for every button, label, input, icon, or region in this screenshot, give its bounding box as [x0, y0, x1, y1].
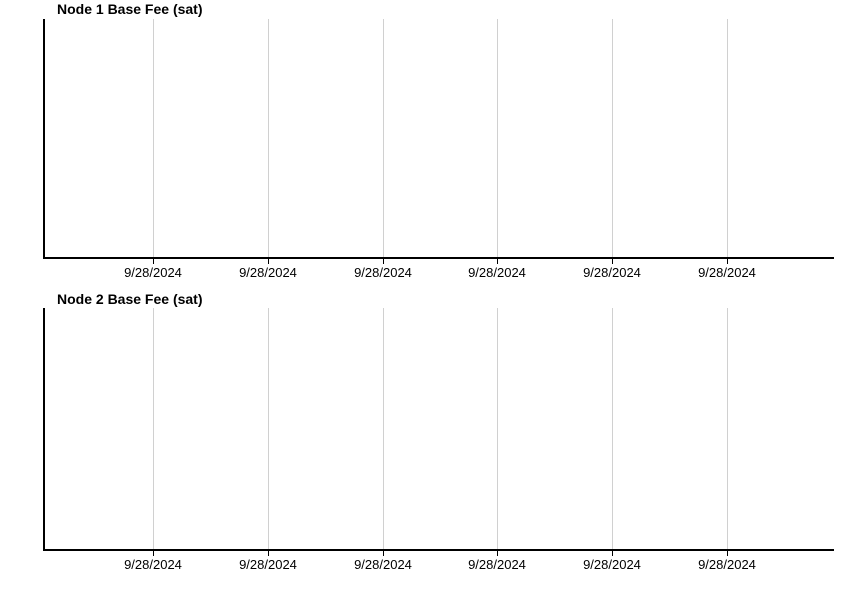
- y-axis-line: [43, 19, 45, 259]
- x-axis-tick-label: 9/28/2024: [239, 557, 297, 572]
- gridline: [153, 19, 154, 257]
- gridline: [727, 308, 728, 549]
- chart-node-2-base-fee: Node 2 Base Fee (sat) 9/28/2024 9/28/202…: [0, 289, 860, 600]
- x-axis-tick: [612, 259, 613, 264]
- x-axis-tick: [612, 551, 613, 556]
- chart-title: Node 2 Base Fee (sat): [57, 291, 203, 307]
- gridline: [153, 308, 154, 549]
- gridline: [727, 19, 728, 257]
- gridline: [612, 19, 613, 257]
- x-axis-tick-label: 9/28/2024: [698, 265, 756, 280]
- x-axis-tick: [268, 551, 269, 556]
- x-axis-tick-label: 9/28/2024: [354, 557, 412, 572]
- x-axis-tick-label: 9/28/2024: [698, 557, 756, 572]
- gridline: [268, 308, 269, 549]
- x-axis-tick: [153, 259, 154, 264]
- gridline: [612, 308, 613, 549]
- x-axis-tick: [727, 551, 728, 556]
- x-axis-tick-label: 9/28/2024: [239, 265, 297, 280]
- x-axis-tick: [727, 259, 728, 264]
- y-axis-line: [43, 308, 45, 551]
- x-axis-tick: [497, 551, 498, 556]
- x-axis-tick: [153, 551, 154, 556]
- gridline: [383, 308, 384, 549]
- x-axis-tick: [383, 259, 384, 264]
- gridline: [497, 308, 498, 549]
- x-axis-tick-label: 9/28/2024: [583, 557, 641, 572]
- x-axis-tick-label: 9/28/2024: [468, 557, 526, 572]
- x-axis-tick-label: 9/28/2024: [124, 265, 182, 280]
- chart-title: Node 1 Base Fee (sat): [57, 1, 203, 17]
- x-axis-tick: [383, 551, 384, 556]
- x-axis-tick: [497, 259, 498, 264]
- x-axis-line: [43, 257, 834, 259]
- x-axis-tick: [268, 259, 269, 264]
- chart-node-1-base-fee: Node 1 Base Fee (sat) 9/28/2024 9/28/202…: [0, 0, 860, 289]
- gridline: [383, 19, 384, 257]
- x-axis-line: [43, 549, 834, 551]
- x-axis-tick-label: 9/28/2024: [583, 265, 641, 280]
- x-axis-tick-label: 9/28/2024: [124, 557, 182, 572]
- x-axis-tick-label: 9/28/2024: [468, 265, 526, 280]
- gridline: [497, 19, 498, 257]
- x-axis-tick-label: 9/28/2024: [354, 265, 412, 280]
- gridline: [268, 19, 269, 257]
